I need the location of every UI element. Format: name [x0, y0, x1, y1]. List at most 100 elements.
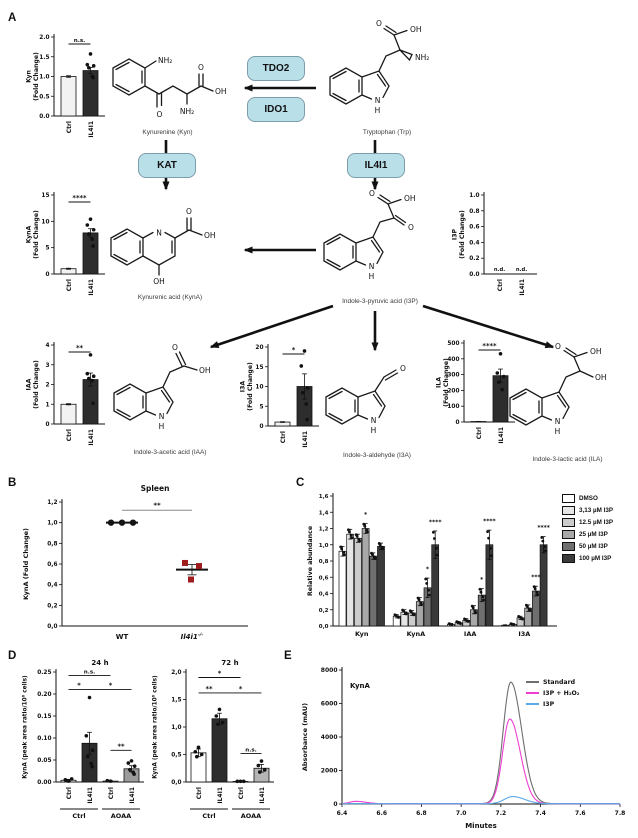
- svg-text:10: 10: [255, 385, 263, 391]
- svg-text:0,0: 0,0: [319, 624, 329, 630]
- svg-text:3: 3: [45, 363, 49, 369]
- svg-text:KynA (peak area ratio/10⁶ cell: KynA (peak area ratio/10⁶ cells): [22, 675, 29, 779]
- iaa-fold-change-chart: 0 1 2 3 4 Ctrl IL4I1 ** IAA (Fold Change): [24, 332, 108, 469]
- svg-text:0,4: 0,4: [319, 592, 329, 598]
- svg-text:KynA (peak area ratio/10⁶ cell: KynA (peak area ratio/10⁶ cells): [152, 675, 159, 779]
- svg-text:0,6: 0,6: [319, 575, 329, 581]
- panel-b-label: B: [8, 477, 17, 489]
- svg-text:n.d.: n.d.: [494, 267, 505, 273]
- svg-text:*: *: [426, 566, 430, 573]
- svg-text:15: 15: [41, 193, 49, 199]
- svg-text:0,5: 0,5: [171, 753, 181, 759]
- i3p-fold-change-chart: 0.0 0.2 0.4 0.6 0.8 1.0 n.d. Ctrl n.d. IL4I1 I3P (F…: [450, 182, 542, 319]
- atom-label: OH: [590, 347, 602, 356]
- svg-text:n.s.: n.s.: [74, 38, 86, 44]
- svg-text:7.4: 7.4: [535, 810, 546, 817]
- i3a-fold-change-chart: 0 5 10 15 20 Ctrl IL4I1 * I3A (Fold Change): [238, 334, 322, 471]
- atom-label: O: [369, 189, 375, 198]
- svg-text:Standard: Standard: [543, 679, 575, 686]
- compound-name-i3p: Indole-3-pyruvic acid (I3P): [342, 298, 418, 305]
- compound-name-trp: Tryptophan (Trp): [362, 129, 412, 136]
- svg-text:I3P + H₂O₂: I3P + H₂O₂: [543, 690, 580, 697]
- svg-text:0,6: 0,6: [47, 562, 57, 568]
- svg-text:0: 0: [45, 422, 49, 428]
- atom-label: O: [376, 19, 382, 28]
- svg-text:*: *: [239, 685, 243, 693]
- svg-text:(Fold Change): (Fold Change): [33, 52, 40, 101]
- svg-text:n.s.: n.s.: [84, 670, 96, 676]
- pathway-arrows: [162, 84, 555, 352]
- atom-label: OH: [153, 277, 165, 286]
- atom-label: H: [369, 272, 375, 281]
- svg-text:400: 400: [447, 357, 459, 363]
- svg-text:0.0: 0.0: [469, 272, 479, 278]
- svg-text:7.8: 7.8: [615, 810, 626, 817]
- compound-name-i3a: Indole-3-aldehyde (I3A): [343, 452, 411, 459]
- atom-label: H: [555, 427, 561, 436]
- atom-label: OH: [215, 87, 227, 96]
- kynurenic-acid-structure: N O OH OH: [110, 207, 216, 286]
- panel-e-label: E: [284, 650, 292, 662]
- svg-text:IL4I1: IL4I1: [519, 279, 526, 296]
- svg-text:Minutes: Minutes: [465, 822, 497, 830]
- svg-text:Ctrl: Ctrl: [66, 279, 73, 291]
- svg-text:15: 15: [255, 365, 263, 371]
- svg-text:6000: 6000: [321, 701, 338, 708]
- atom-label: O: [198, 63, 204, 72]
- atom-label: O: [157, 110, 163, 119]
- svg-text:6.6: 6.6: [376, 810, 387, 817]
- svg-text:0.2: 0.2: [469, 256, 479, 262]
- svg-text:*: *: [292, 346, 296, 354]
- svg-text:(Fold Change): (Fold Change): [33, 210, 40, 259]
- svg-text:6.8: 6.8: [416, 810, 427, 817]
- svg-text:IL4I1: IL4I1: [88, 429, 95, 446]
- svg-text:IL4I1: IL4I1: [302, 431, 309, 448]
- atom-label: NH₂: [158, 56, 172, 65]
- svg-text:2: 2: [45, 383, 49, 389]
- svg-text:0,8: 0,8: [319, 559, 329, 565]
- legend-item: 50 µM I3P: [562, 542, 613, 551]
- svg-text:1: 1: [45, 402, 49, 408]
- svg-text:I3P: I3P: [543, 701, 555, 708]
- legend-item: DMSO: [562, 494, 613, 503]
- chromatogram-chart: 0 2000 4000 6000 8000 6.4 6.6 6.8 7.0 7.2 7.4 7.6 7.…: [298, 660, 630, 837]
- svg-text:20: 20: [255, 345, 263, 351]
- svg-text:IL4I1: IL4I1: [498, 427, 505, 444]
- svg-text:1,6: 1,6: [319, 494, 329, 500]
- atom-label: OH: [204, 231, 216, 240]
- legend-label: DMSO: [579, 495, 598, 502]
- svg-text:IL4I1: IL4I1: [88, 279, 95, 296]
- svg-text:0: 0: [45, 272, 49, 278]
- svg-text:1,2: 1,2: [47, 500, 57, 506]
- atom-label: O: [408, 223, 414, 232]
- tryptophan-structure: N H NH₂ O OH: [329, 19, 429, 115]
- svg-text:4000: 4000: [321, 734, 338, 741]
- iaa-structure: N H O OH: [113, 343, 211, 431]
- atom-label: OH: [595, 373, 607, 382]
- svg-text:**: **: [153, 501, 161, 509]
- kyn-fold-change-chart: 0.0 0.5 1.0 1.5 2.0 Ctrl IL4I1 n.s. Kyn (Fold Cha…: [24, 24, 108, 161]
- svg-text:0.25: 0.25: [37, 670, 51, 676]
- svg-text:Kyn: Kyn: [26, 70, 33, 83]
- relative-abundance-chart: 0,0 0,2 0,4 0,6 0,8 1,0 1,2 1,4 1,6 Kyn KynA IAA I3A…: [305, 484, 559, 651]
- svg-text:Ctrl: Ctrl: [280, 431, 287, 443]
- svg-text:KynA (Fold Change): KynA (Fold Change): [22, 528, 30, 600]
- svg-text:0.4: 0.4: [469, 240, 479, 246]
- svg-text:n.s.: n.s.: [245, 747, 257, 753]
- svg-text:I3A: I3A: [518, 630, 530, 638]
- svg-text:24 h: 24 h: [91, 659, 108, 667]
- legend-label: 50 µM I3P: [579, 543, 608, 550]
- svg-text:KynA: KynA: [26, 225, 33, 243]
- atom-label: NH₂: [180, 107, 194, 116]
- legend-item: 3,13 µM I3P: [562, 506, 613, 515]
- compound-name-ila: Indole-3-lactic acid (ILA): [532, 456, 603, 463]
- svg-text:**: **: [76, 344, 84, 352]
- enzyme-box-il4i1: IL4I1: [347, 153, 405, 178]
- panel-c-label: C: [296, 477, 305, 489]
- svg-text:AOAA: AOAA: [241, 812, 261, 820]
- legend-label: 12.5 µM I3P: [579, 519, 614, 526]
- svg-text:0.5: 0.5: [39, 94, 49, 100]
- svg-text:1,0: 1,0: [171, 725, 181, 731]
- svg-text:ILA: ILA: [436, 377, 443, 388]
- legend-label: 100 µM I3P: [579, 555, 612, 562]
